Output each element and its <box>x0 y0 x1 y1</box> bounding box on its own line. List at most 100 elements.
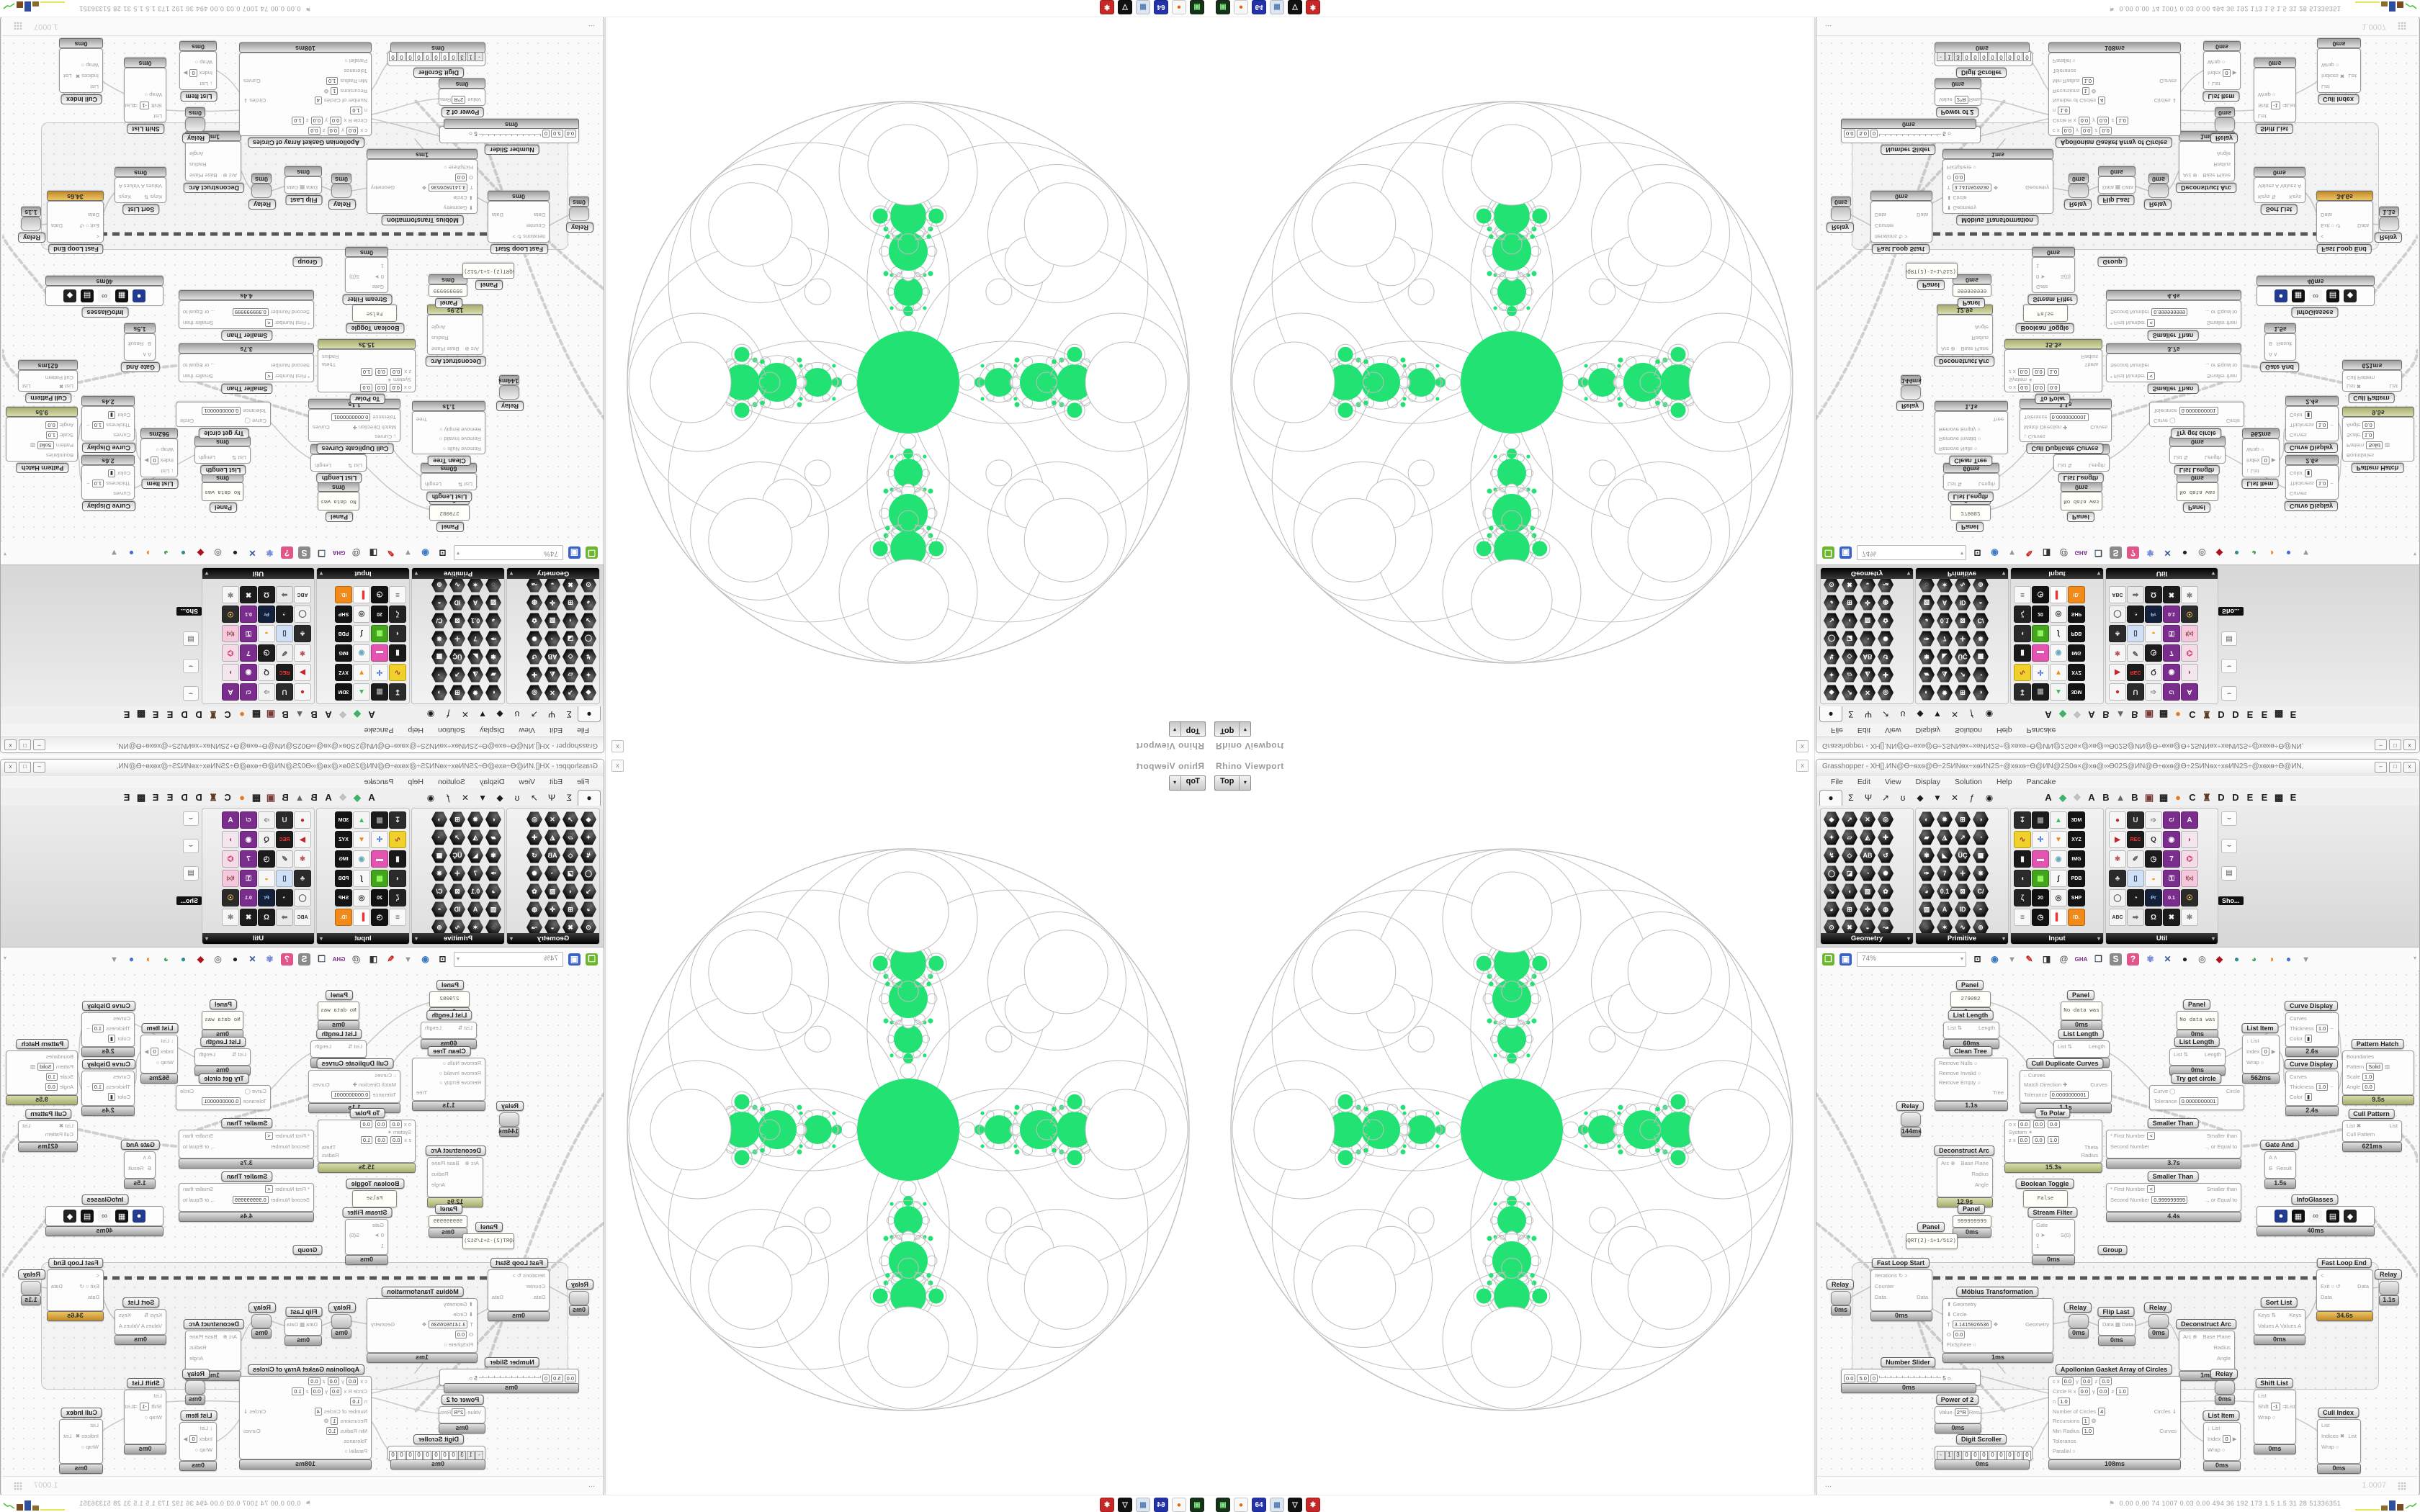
gh-node-curve-display-2[interactable]: Curves Thickness 1.0 ~ Color ▮ <box>2285 406 2339 441</box>
palette-footer-geometry[interactable]: Geometry ▾ <box>1821 568 1913 579</box>
component-icon[interactable]: ▱ <box>1842 667 1857 683</box>
gh-node-sort-list[interactable]: Keys ⇅ Keys Values A Values A <box>2254 1309 2305 1335</box>
component-icon[interactable]: ◒ <box>258 625 275 642</box>
gh-node-list-item-2[interactable]: ↓ List Index 0 ▶ Wrap ○ <box>179 1422 217 1461</box>
gh-node-fast-loop-start[interactable]: Iterations ↻ > Counter Data Data <box>488 201 550 243</box>
component-icon[interactable]: ▰ <box>485 667 501 683</box>
gh-node-label-curve-display-2[interactable]: Curve Display <box>81 1059 136 1069</box>
gh-node-clean-tree[interactable]: Remove Nulls ○ Remove Invalid ○ Remove Emp… <box>412 1058 485 1101</box>
palette-extra-icon[interactable]: ⌣ <box>2221 839 2237 853</box>
component-icon[interactable]: ▦ <box>371 683 388 701</box>
component-icon[interactable]: ▶ <box>2109 831 2126 848</box>
menu-file[interactable]: File <box>577 778 589 786</box>
component-icon[interactable]: f(x) <box>222 870 239 887</box>
gh-node-label-apollonian[interactable]: Apollonian Gasket Array of Circles <box>247 1364 365 1374</box>
component-icon[interactable]: Ω <box>258 586 275 603</box>
component-icon[interactable]: ◉ <box>2163 831 2180 848</box>
component-icon[interactable]: ◷ <box>371 909 388 926</box>
gh-node-panel-sqrt[interactable]: (SQRT(2)-1+1/512)*1 <box>462 263 514 279</box>
gh-node-cull-pattern[interactable]: List ✖ List Cull Pattern <box>2342 370 2402 392</box>
component-icon[interactable]: REC <box>276 831 293 848</box>
gh-node-label-fast-loop-end[interactable]: Fast Loop End <box>2316 244 2372 254</box>
gh-node-label-power-of-2[interactable]: Power of 2 <box>1935 1395 1979 1405</box>
component-icon[interactable]: ◆ <box>581 685 596 701</box>
component-icon[interactable]: ◖ <box>2014 625 2031 642</box>
tab-plugin-11[interactable]: ♜ <box>2202 709 2211 720</box>
tab-transform[interactable]: ƒ <box>445 793 451 803</box>
component-icon[interactable]: ◔ <box>2127 889 2144 906</box>
gh-node-label-number-slider[interactable]: Number Slider <box>485 1357 539 1367</box>
component-icon[interactable]: 0.1 <box>467 883 483 899</box>
component-icon[interactable]: ◌ <box>1919 577 1935 593</box>
gh-node-label-infoglasses[interactable]: InfoGlasses <box>81 307 129 318</box>
gh-node-cull-index[interactable]: List Indices ✖ List Wrap ○ <box>2317 1419 2361 1464</box>
gh-node-power-of-2[interactable]: Value 2^R Result <box>1935 1406 1981 1423</box>
gh-node-label-deconstruct-arc-2[interactable]: Deconstruct Arc <box>184 183 244 193</box>
component-icon[interactable]: ◣ <box>1937 847 1953 863</box>
component-icon[interactable]: ◒ <box>258 870 275 887</box>
inkscape-icon[interactable]: ▽ <box>1118 0 1132 14</box>
component-icon[interactable]: A <box>2181 811 2198 829</box>
chevron-down-icon[interactable]: ▾ <box>2211 935 2215 942</box>
component-icon[interactable]: ✺ <box>1878 631 1894 647</box>
gh-node-label-gate-and[interactable]: Gate And <box>2260 1140 2299 1150</box>
gh-node-deconstruct-arc-2[interactable]: Arc ⊕ Base Plane Radius Angle <box>2179 141 2235 181</box>
gh-node-list-length-c[interactable]: List ⇅ Length <box>194 1048 251 1066</box>
tab-plugin-11[interactable]: ♜ <box>209 792 218 803</box>
tab-params[interactable]: ● <box>1819 790 1842 806</box>
component-icon[interactable]: ✑ <box>1919 631 1935 647</box>
component-icon[interactable]: ▦ <box>371 811 388 829</box>
component-icon[interactable]: ◔ <box>544 865 560 881</box>
gh-node-power-of-2[interactable]: Value 2^R Result <box>1935 89 1981 106</box>
component-icon[interactable]: ABC <box>294 586 311 603</box>
gh-node-label-cull-index[interactable]: Cull Index <box>2317 94 2360 104</box>
gh-node-cull-duplicate-curves[interactable]: ↓ Curves Match Direction ✚ Curves Toleranc… <box>2020 409 2112 442</box>
gh-node-infoglasses[interactable]: ● ▦ ∞ ▤ ◆ <box>45 1206 163 1226</box>
component-icon[interactable]: ✦ <box>1824 667 1839 683</box>
component-icon[interactable]: ⊚ <box>1973 577 1989 593</box>
gh-node-label-relay-right[interactable]: Relay <box>2374 1269 2403 1279</box>
gh-node-list-length-c[interactable]: List ⇅ Length <box>194 446 251 464</box>
component-icon[interactable]: 0.1 <box>467 613 483 629</box>
save-file-icon[interactable]: ▣ <box>568 546 581 559</box>
component-icon[interactable]: ✛ <box>449 631 465 647</box>
tab-plugin-8[interactable]: ▦ <box>251 792 261 803</box>
component-icon[interactable]: ◗ <box>2181 831 2198 848</box>
component-icon[interactable]: ✹ <box>1937 811 1953 827</box>
gh-node-panel-sqrt[interactable]: (SQRT(2)-1+1/512)*1 <box>462 1233 514 1249</box>
component-icon[interactable]: ↗ <box>449 667 465 683</box>
gh-node-shift-list[interactable]: List Shift -1 ⇉ List Wrap ○ <box>2254 1390 2296 1444</box>
balloons-icon[interactable]: ✾ <box>2146 548 2154 558</box>
gh-node-label-curve-display-2[interactable]: Curve Display <box>2284 443 2339 453</box>
gh-node-label-curve-display-1[interactable]: Curve Display <box>2284 1001 2339 1011</box>
tab-plugin-13[interactable]: D <box>181 709 188 720</box>
component-icon[interactable]: ∫ <box>2050 625 2067 642</box>
gh-node-curve-display-1[interactable]: Curves Thickness 1.0 ~ Color ▮ <box>81 1012 135 1047</box>
component-icon[interactable]: ◔ <box>276 889 293 906</box>
component-icon[interactable]: Ω <box>2145 909 2162 926</box>
firefox-icon[interactable]: ● <box>1172 1498 1186 1512</box>
menu-pancake[interactable]: Pancake <box>2026 778 2056 786</box>
component-icon[interactable]: AB <box>544 847 560 863</box>
component-icon[interactable]: ➩ <box>258 811 275 829</box>
gh-node-label-relay-right[interactable]: Relay <box>2374 233 2403 243</box>
floppy-64-icon[interactable]: 64 <box>1154 1498 1168 1512</box>
gh-node-deconstruct-arc-1[interactable]: Arc ⊕ Base Plane Radius Angle <box>427 1157 483 1197</box>
component-icon[interactable]: ◒ <box>544 577 560 593</box>
palette-footer-util[interactable]: Util ▾ <box>2106 568 2218 579</box>
component-icon[interactable]: ◭ <box>1860 667 1876 683</box>
component-icon[interactable]: ◭ <box>1860 829 1876 845</box>
component-icon[interactable]: ◇ <box>1842 649 1857 665</box>
component-icon[interactable]: ✑ <box>485 631 501 647</box>
component-icon[interactable]: ≡ <box>2014 909 2031 926</box>
green-ball-icon[interactable]: ◕ <box>163 954 169 964</box>
flip-view-icon[interactable]: ◨ <box>2042 954 2051 964</box>
chevron-down-icon[interactable]: ▾ <box>457 955 460 962</box>
component-icon[interactable]: U <box>276 811 293 829</box>
component-icon[interactable]: ✢ <box>2032 831 2049 848</box>
cluster-ball-icon[interactable]: ● <box>232 548 238 558</box>
component-icon[interactable]: REC <box>276 664 293 681</box>
palette-footer-primitive[interactable]: Primitive ▾ <box>1916 933 2008 944</box>
component-icon[interactable]: ✺ <box>526 631 542 647</box>
gh-node-panel-a[interactable]: 279082 <box>1950 991 1991 1007</box>
